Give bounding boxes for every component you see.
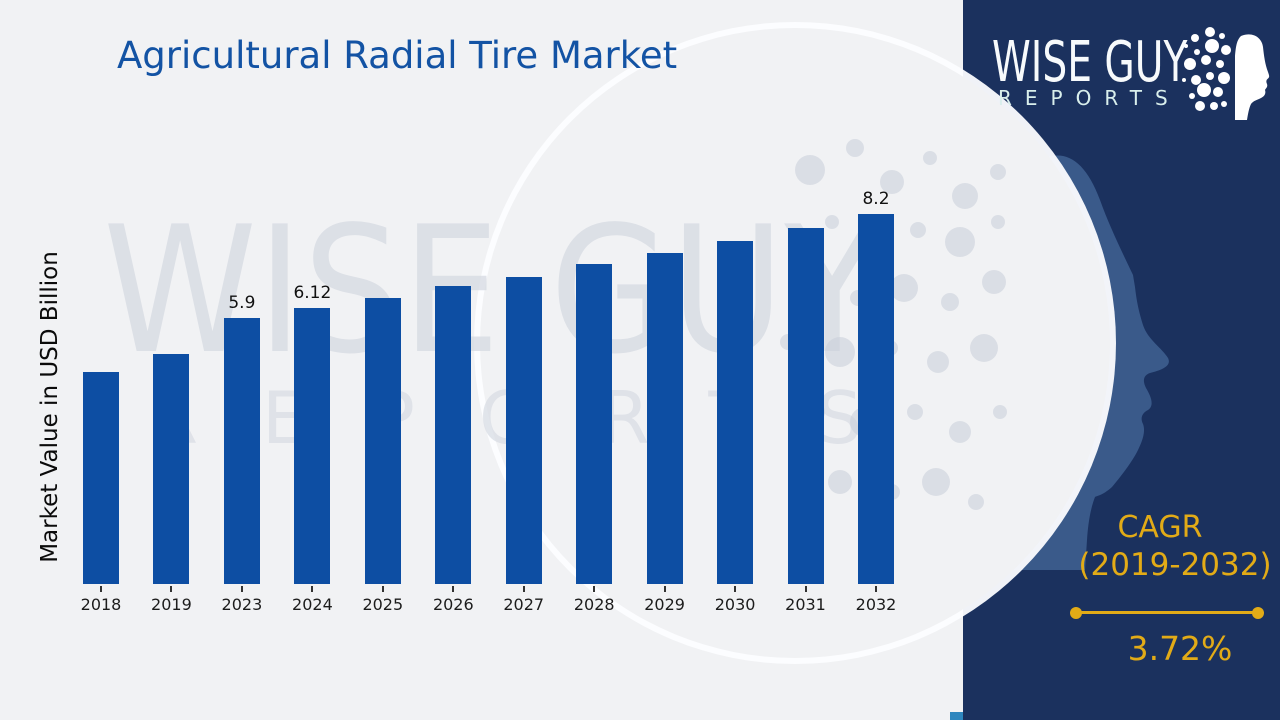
logo-dots-pattern — [1182, 27, 1231, 111]
bar-value-label: 8.2 — [862, 189, 890, 209]
x-tick-label: 2023 — [221, 595, 263, 614]
x-tick — [240, 586, 243, 592]
x-tick — [875, 586, 877, 592]
bar — [83, 372, 119, 584]
x-tick-label: 2032 — [855, 595, 897, 614]
bar — [646, 253, 683, 584]
x-tick-label: 2027 — [503, 595, 545, 614]
x-tick-label: 2024 — [292, 595, 333, 614]
x-tick-label: 2018 — [80, 595, 122, 614]
bar — [294, 308, 331, 584]
cagr-heading: CAGR — [1117, 510, 1203, 545]
line-dot-left — [1070, 606, 1082, 619]
x-tick — [522, 586, 525, 592]
line-dot-right — [1252, 606, 1264, 619]
bar — [787, 228, 824, 584]
cagr-value: 3.72% — [1127, 629, 1233, 668]
bar — [153, 354, 190, 584]
cagr-range: (2019-2032) — [1078, 547, 1272, 583]
x-tick-label: 2025 — [362, 595, 404, 614]
bar — [223, 318, 260, 584]
logo-reports-text: REPORTS — [998, 86, 1181, 110]
x-tick-label: 2029 — [644, 595, 685, 614]
logo-wordmark: WISE GUY — [992, 30, 1188, 95]
x-tick — [663, 586, 666, 592]
bar-value-label: 6.12 — [293, 283, 332, 303]
watermark-dots-pattern — [780, 139, 1007, 510]
y-axis-label: Market Value in USD Billion — [37, 251, 63, 563]
bar — [364, 298, 401, 584]
x-tick-label: 2030 — [714, 595, 756, 614]
bar — [858, 214, 894, 584]
bar — [505, 277, 542, 584]
x-tick-label: 2031 — [785, 595, 826, 614]
x-tick — [170, 586, 173, 592]
x-tick — [311, 586, 314, 592]
x-tick-label: 2019 — [151, 595, 192, 614]
x-tick — [100, 586, 102, 592]
x-tick — [452, 586, 455, 592]
logo-face-icon — [1235, 34, 1270, 120]
bar — [576, 264, 613, 584]
teal-accent-chip — [950, 712, 963, 720]
cagr-divider-line — [1070, 606, 1264, 619]
x-tick-label: 2026 — [432, 595, 474, 614]
bar-value-label: 5.9 — [228, 293, 256, 313]
bar — [435, 286, 472, 584]
x-tick — [804, 586, 807, 592]
bar — [717, 241, 754, 584]
x-tick-label: 2028 — [573, 595, 615, 614]
x-tick — [734, 586, 737, 592]
x-tick — [593, 586, 596, 592]
x-tick — [381, 586, 384, 592]
page-title: Agricultural Radial Tire Market — [117, 34, 678, 77]
